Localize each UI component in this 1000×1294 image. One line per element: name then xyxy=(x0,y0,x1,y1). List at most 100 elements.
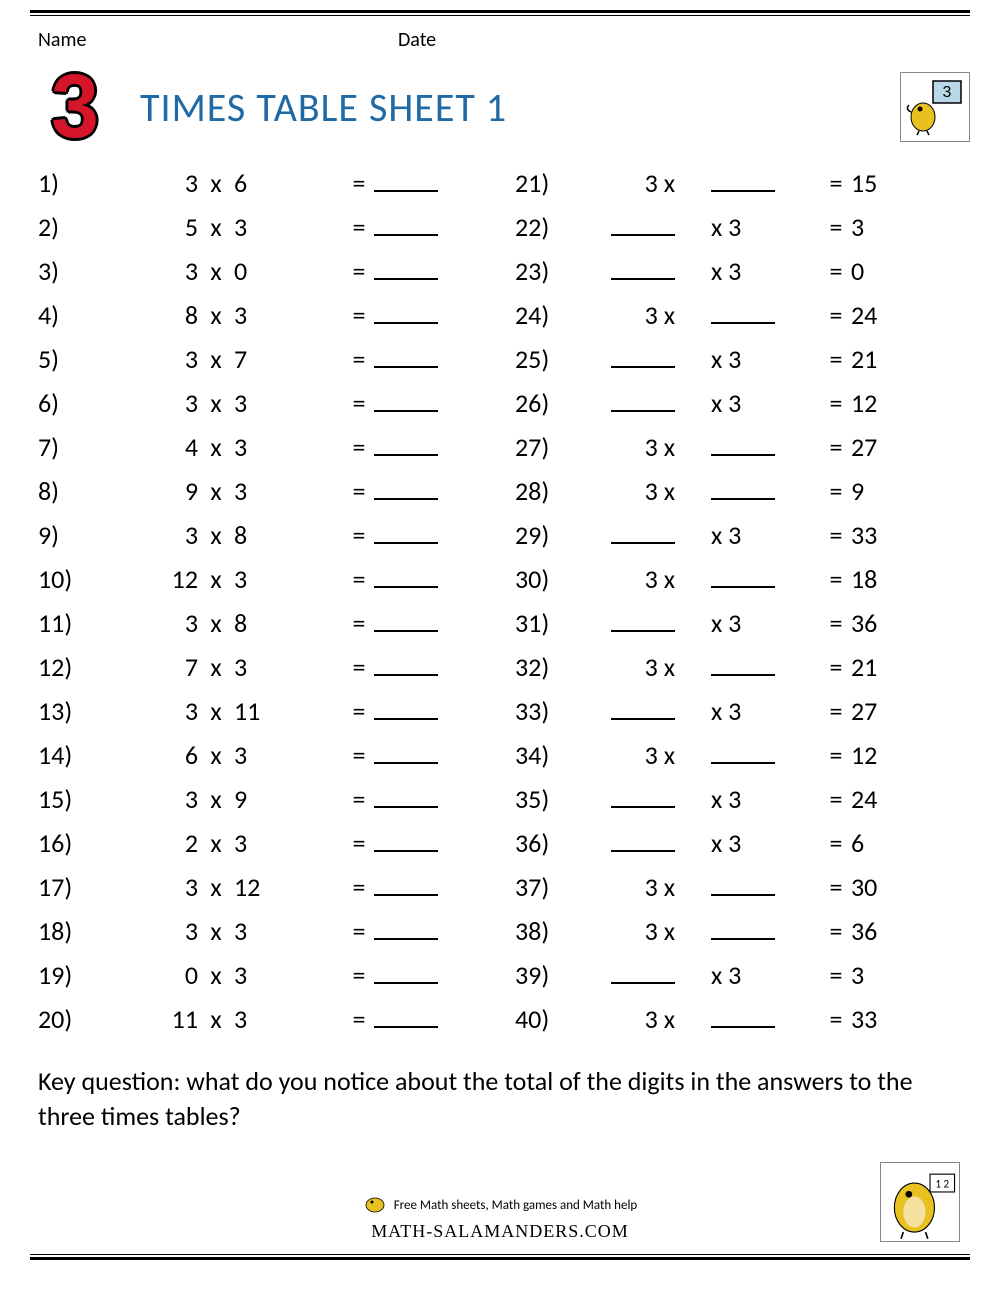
problem-row: 4)8x3= xyxy=(38,302,485,346)
equals-sign: = xyxy=(821,434,851,460)
problem-row: 17)3x12= xyxy=(38,874,485,918)
operand-left: 3 xyxy=(98,258,198,284)
answer xyxy=(374,786,464,812)
problem-number: 7) xyxy=(38,434,98,460)
operand-right: 11 xyxy=(234,698,344,724)
answer xyxy=(374,874,464,900)
name-label: Name xyxy=(38,28,338,52)
problem-row: 7)4x3= xyxy=(38,434,485,478)
problem-number: 38) xyxy=(515,918,575,944)
equals-sign: = xyxy=(821,478,851,504)
bottom-rule xyxy=(30,1254,970,1260)
equals-sign: = xyxy=(821,654,851,680)
date-label: Date xyxy=(398,28,436,52)
equals-sign: = xyxy=(344,610,374,636)
operand-left: 5 xyxy=(98,214,198,240)
operator: x xyxy=(198,214,234,240)
operator: x xyxy=(198,302,234,328)
operand-right: x 3 xyxy=(711,830,821,856)
answer xyxy=(374,346,464,372)
problem-number: 34) xyxy=(515,742,575,768)
operand-right: x 3 xyxy=(711,346,821,372)
equals-sign: = xyxy=(821,918,851,944)
problem-row: 12)7x3= xyxy=(38,654,485,698)
operand-left: 3 xyxy=(98,874,198,900)
answer: 18 xyxy=(851,566,941,592)
problem-number: 17) xyxy=(38,874,98,900)
answer: 3 xyxy=(851,214,941,240)
equals-sign: = xyxy=(821,302,851,328)
answer: 24 xyxy=(851,786,941,812)
equals-sign: = xyxy=(344,918,374,944)
problems-grid: 1)3x6=2)5x3=3)3x0=4)8x3=5)3x7=6)3x3=7)4x… xyxy=(30,170,970,1050)
problem-row: 9)3x8= xyxy=(38,522,485,566)
answer: 0 xyxy=(851,258,941,284)
operand-left: 0 xyxy=(98,962,198,988)
operator: x xyxy=(198,610,234,636)
equals-sign: = xyxy=(344,214,374,240)
problem-row: 30)3 x=18 xyxy=(515,566,962,610)
answer xyxy=(374,654,464,680)
problem-row: 40)3 x=33 xyxy=(515,1006,962,1050)
equals-sign: = xyxy=(821,1006,851,1032)
answer: 21 xyxy=(851,654,941,680)
problem-number: 18) xyxy=(38,918,98,944)
operand-right: x 3 xyxy=(711,962,821,988)
footer-center: Free Math sheets, Math games and Math he… xyxy=(363,1193,638,1242)
problem-row: 32)3 x=21 xyxy=(515,654,962,698)
operand-right: 3 xyxy=(234,478,344,504)
meta-row: Name Date xyxy=(30,24,970,62)
problem-number: 5) xyxy=(38,346,98,372)
equals-sign: = xyxy=(344,170,374,196)
operand-right: x 3 xyxy=(711,522,821,548)
problem-number: 11) xyxy=(38,610,98,636)
answer: 36 xyxy=(851,610,941,636)
operand-left: 2 xyxy=(98,830,198,856)
operator: x xyxy=(198,962,234,988)
problem-number: 10) xyxy=(38,566,98,592)
big-number-text: 3 xyxy=(51,62,99,152)
problem-row: 19)0x3= xyxy=(38,962,485,1006)
problem-row: 26)x 3=12 xyxy=(515,390,962,434)
problem-row: 33)x 3=27 xyxy=(515,698,962,742)
problem-row: 13)3x11= xyxy=(38,698,485,742)
operand-right: 8 xyxy=(234,610,344,636)
answer: 27 xyxy=(851,698,941,724)
problem-number: 30) xyxy=(515,566,575,592)
equals-sign: = xyxy=(821,698,851,724)
problem-number: 33) xyxy=(515,698,575,724)
operator: x xyxy=(198,434,234,460)
operand-right xyxy=(711,874,821,900)
equals-sign: = xyxy=(821,566,851,592)
problem-number: 29) xyxy=(515,522,575,548)
operand-left: 7 xyxy=(98,654,198,680)
operand-left: 4 xyxy=(98,434,198,460)
problem-number: 8) xyxy=(38,478,98,504)
operand-left: 11 xyxy=(98,1006,198,1032)
operand-right xyxy=(711,434,821,460)
problem-row: 36)x 3=6 xyxy=(515,830,962,874)
answer: 21 xyxy=(851,346,941,372)
operand-right xyxy=(711,478,821,504)
operand-left xyxy=(575,962,675,988)
problem-number: 36) xyxy=(515,830,575,856)
operator: x xyxy=(198,830,234,856)
answer xyxy=(374,830,464,856)
problem-number: 39) xyxy=(515,962,575,988)
operand-left: 3 x xyxy=(575,654,675,680)
answer xyxy=(374,434,464,460)
problem-number: 1) xyxy=(38,170,98,196)
problem-row: 27)3 x=27 xyxy=(515,434,962,478)
answer xyxy=(374,1006,464,1032)
operator: x xyxy=(198,478,234,504)
problem-row: 35)x 3=24 xyxy=(515,786,962,830)
equals-sign: = xyxy=(821,874,851,900)
operand-right: 3 xyxy=(234,654,344,680)
equals-sign: = xyxy=(821,830,851,856)
answer xyxy=(374,522,464,548)
problem-row: 10)12x3= xyxy=(38,566,485,610)
equals-sign: = xyxy=(344,874,374,900)
operand-left xyxy=(575,830,675,856)
problem-row: 2)5x3= xyxy=(38,214,485,258)
answer: 30 xyxy=(851,874,941,900)
